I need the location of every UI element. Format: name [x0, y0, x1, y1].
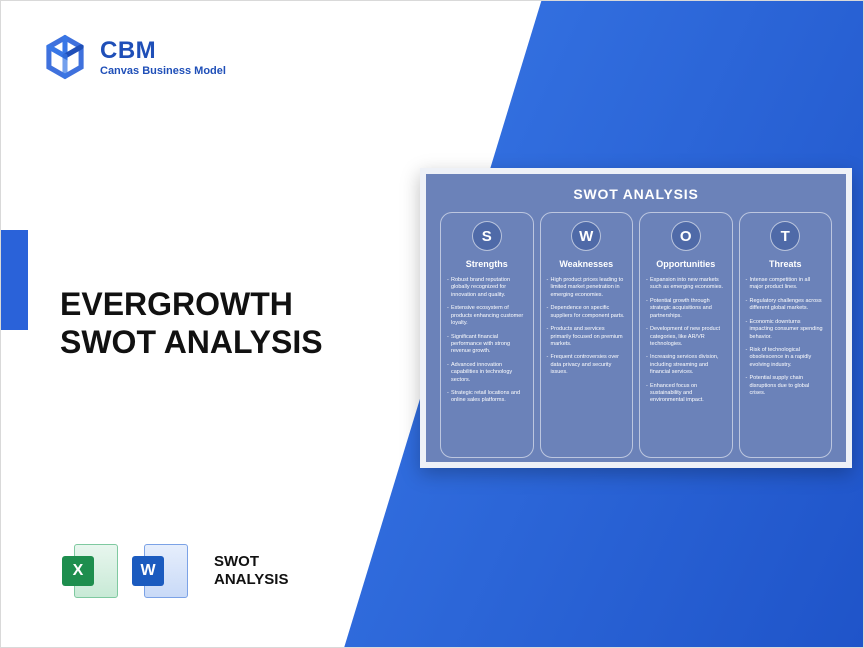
list-item: Risk of technological obsolescence in a …: [746, 347, 826, 369]
swot-letter: T: [770, 221, 800, 251]
list-item: Significant financial performance with s…: [447, 334, 527, 356]
list-item: Increasing services division, including …: [646, 354, 726, 376]
list-item: High product prices leading to limited m…: [547, 277, 627, 299]
list-item: Development of new product categories, l…: [646, 326, 726, 348]
swot-col-threats: T Threats Intense competition in all maj…: [739, 212, 833, 458]
swot-items: Expansion into new markets such as emerg…: [646, 277, 726, 411]
list-item: Regulatory challenges across different g…: [746, 298, 826, 313]
brand-name: CBM: [100, 37, 226, 65]
brand-tagline: Canvas Business Model: [100, 65, 226, 77]
list-item: Economic downturns impacting consumer sp…: [746, 319, 826, 341]
swot-col-opportunities: O Opportunities Expansion into new marke…: [639, 212, 733, 458]
swot-heading: Threats: [769, 259, 802, 269]
list-item: Products and services primarily focused …: [547, 326, 627, 348]
excel-icon: X: [60, 540, 122, 602]
swot-items: Robust brand reputation globally recogni…: [447, 277, 527, 411]
list-item: Frequent controversies over data privacy…: [547, 354, 627, 376]
list-item: Enhanced focus on sustainability and env…: [646, 383, 726, 405]
list-item: Robust brand reputation globally recogni…: [447, 277, 527, 299]
word-icon: W: [130, 540, 192, 602]
list-item: Potential supply chain disruptions due t…: [746, 375, 826, 397]
excel-badge-letter: X: [62, 556, 94, 586]
left-accent-bar: [0, 230, 28, 330]
logo-block: CBM Canvas Business Model: [42, 34, 226, 80]
swot-card: SWOT ANALYSIS S Strengths Robust brand r…: [420, 168, 852, 468]
list-item: Expansion into new markets such as emerg…: [646, 277, 726, 292]
swot-columns: S Strengths Robust brand reputation glob…: [440, 212, 832, 458]
swot-heading: Weaknesses: [559, 259, 613, 269]
list-item: Dependence on specific suppliers for com…: [547, 305, 627, 320]
logo-icon: [42, 34, 88, 80]
bottom-label: SWOT ANALYSIS: [214, 553, 288, 589]
page-title: EVERGROWTH SWOT ANALYSIS: [60, 285, 323, 362]
swot-letter: W: [571, 221, 601, 251]
list-item: Strategic retail locations and online sa…: [447, 390, 527, 405]
word-badge-letter: W: [132, 556, 164, 586]
swot-card-title: SWOT ANALYSIS: [440, 186, 832, 202]
swot-items: High product prices leading to limited m…: [547, 277, 627, 383]
swot-heading: Strengths: [466, 259, 508, 269]
swot-letter: O: [671, 221, 701, 251]
file-icons-row: X W SWOT ANALYSIS: [60, 540, 288, 602]
logo-text: CBM Canvas Business Model: [100, 37, 226, 77]
swot-col-strengths: S Strengths Robust brand reputation glob…: [440, 212, 534, 458]
list-item: Advanced innovation capabilities in tech…: [447, 362, 527, 384]
swot-items: Intense competition in all major product…: [746, 277, 826, 403]
swot-heading: Opportunities: [656, 259, 715, 269]
swot-letter: S: [472, 221, 502, 251]
swot-col-weaknesses: W Weaknesses High product prices leading…: [540, 212, 634, 458]
list-item: Intense competition in all major product…: [746, 277, 826, 292]
list-item: Extensive ecosystem of products enhancin…: [447, 305, 527, 327]
list-item: Potential growth through strategic acqui…: [646, 298, 726, 320]
